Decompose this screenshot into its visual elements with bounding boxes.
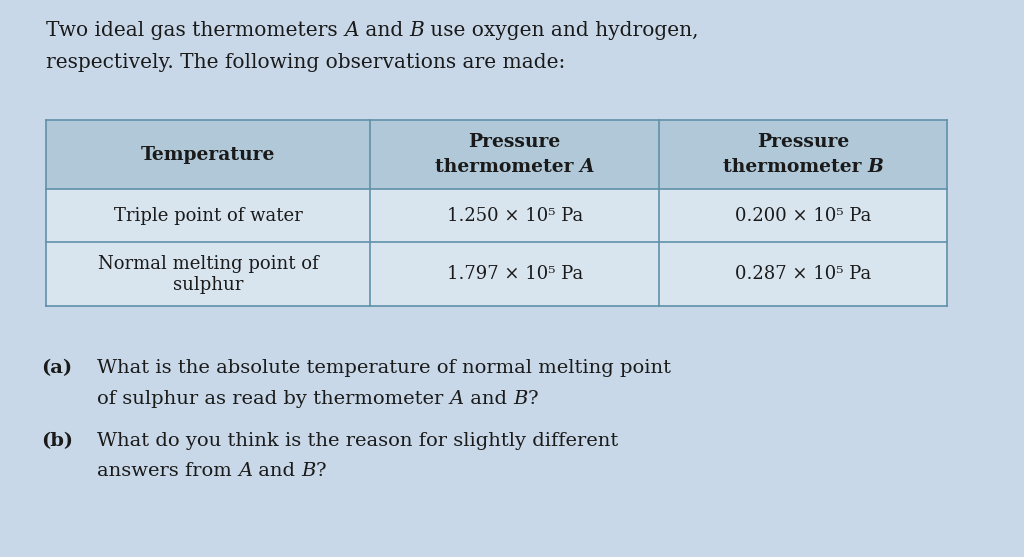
Text: and: and bbox=[252, 462, 302, 480]
Text: (b): (b) bbox=[41, 432, 73, 449]
Text: What is the absolute temperature of normal melting point: What is the absolute temperature of norm… bbox=[97, 359, 672, 377]
Text: B: B bbox=[410, 21, 424, 40]
Text: Normal melting point of: Normal melting point of bbox=[98, 255, 318, 273]
Text: B: B bbox=[867, 158, 884, 176]
Text: Pressure: Pressure bbox=[469, 133, 561, 152]
Bar bbox=[46, 120, 947, 189]
Text: Triple point of water: Triple point of water bbox=[114, 207, 303, 225]
Text: 1.797 × 10⁵ Pa: 1.797 × 10⁵ Pa bbox=[446, 265, 583, 284]
Text: answers from: answers from bbox=[97, 462, 239, 480]
Text: respectively. The following observations are made:: respectively. The following observations… bbox=[46, 53, 565, 72]
Text: A: A bbox=[580, 158, 594, 176]
Text: 1.250 × 10⁵ Pa: 1.250 × 10⁵ Pa bbox=[446, 207, 583, 225]
Text: ?: ? bbox=[316, 462, 327, 480]
Text: thermometer: thermometer bbox=[435, 158, 580, 176]
Text: and: and bbox=[358, 21, 410, 40]
Text: B: B bbox=[302, 462, 316, 480]
Text: A: A bbox=[344, 21, 358, 40]
Bar bbox=[46, 242, 947, 306]
Text: Two ideal gas thermometers: Two ideal gas thermometers bbox=[46, 21, 344, 40]
Text: thermometer: thermometer bbox=[723, 158, 867, 176]
Text: Pressure: Pressure bbox=[757, 133, 849, 152]
Text: 0.287 × 10⁵ Pa: 0.287 × 10⁵ Pa bbox=[735, 265, 871, 284]
Text: Temperature: Temperature bbox=[141, 145, 275, 164]
Text: A: A bbox=[239, 462, 252, 480]
Text: of sulphur as read by thermometer: of sulphur as read by thermometer bbox=[97, 390, 450, 408]
Text: sulphur: sulphur bbox=[173, 276, 244, 295]
Text: and: and bbox=[464, 390, 513, 408]
Text: 0.200 × 10⁵ Pa: 0.200 × 10⁵ Pa bbox=[735, 207, 871, 225]
Text: use oxygen and hydrogen,: use oxygen and hydrogen, bbox=[424, 21, 698, 40]
Bar bbox=[46, 189, 947, 242]
Text: What do you think is the reason for slightly different: What do you think is the reason for slig… bbox=[97, 432, 618, 449]
Text: A: A bbox=[450, 390, 464, 408]
Text: B: B bbox=[513, 390, 527, 408]
Text: ?: ? bbox=[527, 390, 539, 408]
Text: (a): (a) bbox=[41, 359, 72, 377]
